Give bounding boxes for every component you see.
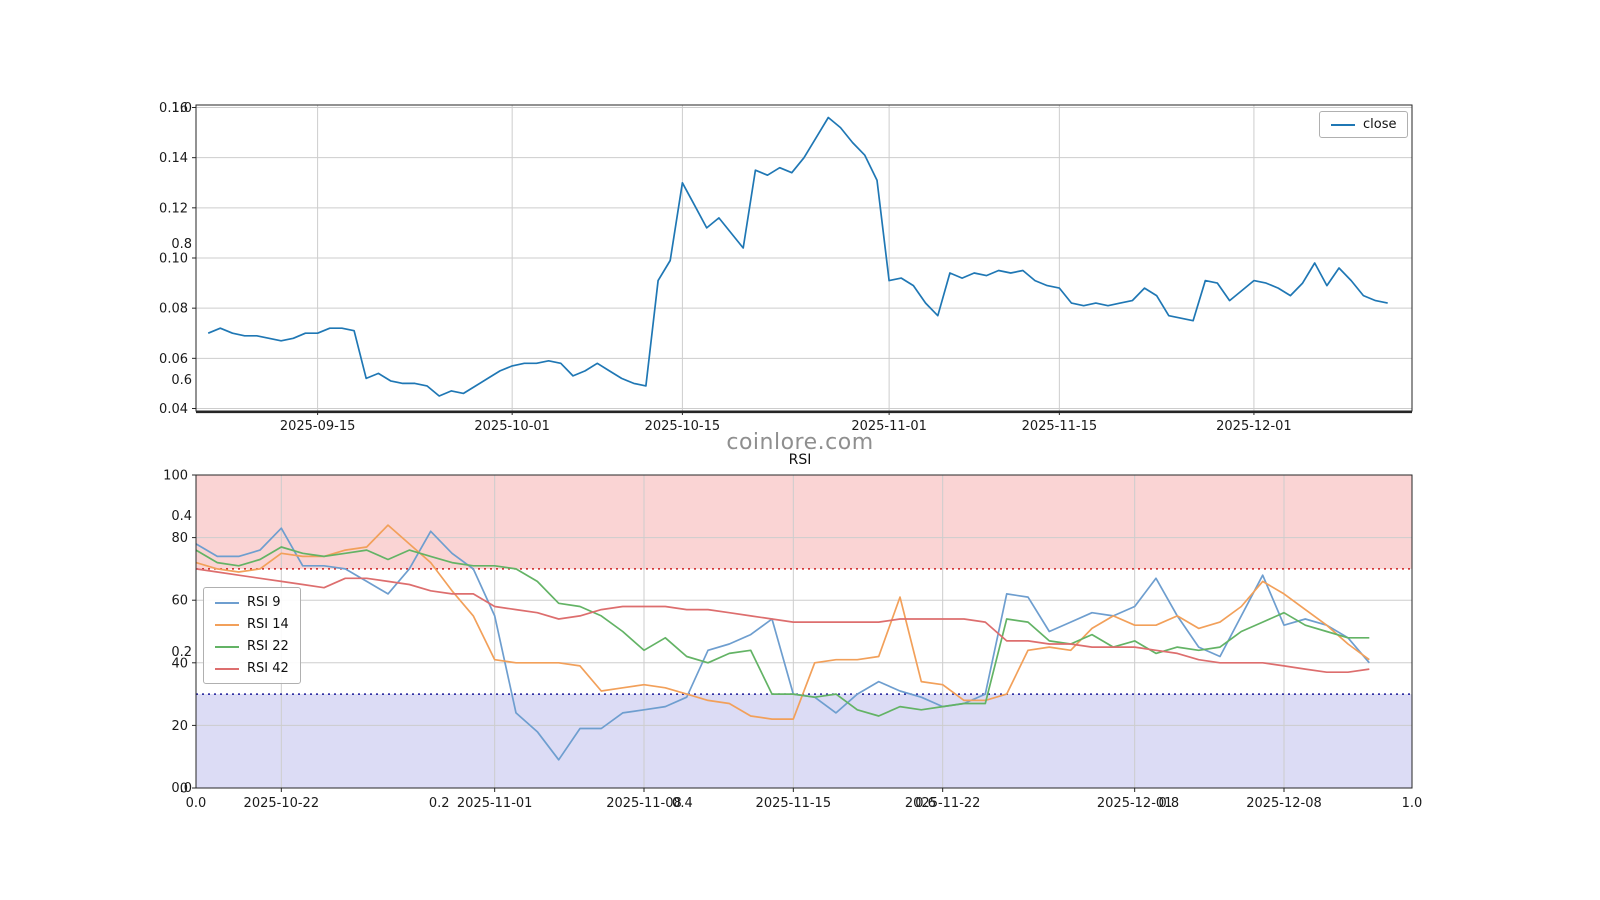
legend-label-rsi22: RSI 22 [247, 639, 289, 654]
rsi42-line-swatch [215, 667, 239, 670]
x-tick-label: 2025-11-15 [756, 796, 832, 811]
y-tick-label: 0.10 [159, 252, 188, 267]
series-line-rsi-42 [195, 568, 1370, 674]
twin-y-tick-label: 1.0 [171, 101, 192, 116]
x-tick-label: 2025-11-01 [457, 796, 533, 811]
y-tick-label: 0.16 [159, 101, 188, 116]
legend-item-rsi22: RSI 22 [215, 639, 289, 654]
y-tick-label: 0.06 [159, 352, 188, 367]
twin-x-tick-label: 1.0 [1402, 796, 1423, 811]
x-tick-label: 2025-12-01 [1097, 796, 1173, 811]
x-tick-label: 2025-09-15 [280, 419, 356, 434]
twin-x-tick-label: 0.8 [1158, 796, 1179, 811]
watermark: coinlore.com [726, 430, 874, 455]
twin-y-tick-label: 0.8 [171, 237, 192, 252]
series-line-rsi-14 [195, 524, 1370, 720]
y-tick-label: 0 [180, 782, 188, 797]
series-line-close [207, 116, 1388, 397]
legend-label-rsi14: RSI 14 [247, 617, 289, 632]
rsi22-line-swatch [215, 645, 239, 648]
x-tick-label: 2025-12-01 [1216, 419, 1292, 434]
twin-x-tick-label: 0.2 [429, 796, 450, 811]
legend-item-rsi42: RSI 42 [215, 661, 289, 676]
twin-x-tick-label: 0.4 [672, 796, 693, 811]
series-line-rsi-9 [195, 527, 1370, 761]
y-tick-label: 60 [171, 594, 188, 609]
x-tick-label: 2025-10-01 [474, 419, 550, 434]
rsi14-line-swatch [215, 623, 239, 626]
rsi9-line-swatch [215, 601, 239, 604]
x-tick-label: 2025-11-15 [1022, 419, 1098, 434]
y-tick-label: 20 [171, 719, 188, 734]
legend-close: close [1319, 111, 1409, 138]
close-line-swatch [1331, 123, 1355, 126]
legend-label-rsi42: RSI 42 [247, 661, 289, 676]
legend-label-close: close [1363, 117, 1397, 132]
x-tick-label: 2025-11-08 [606, 796, 682, 811]
x-tick-label: 2025-10-22 [244, 796, 320, 811]
x-tick-label: 2025-11-01 [851, 419, 927, 434]
overbought-band [196, 475, 1412, 569]
x-tick-label: 2025-12-08 [1246, 796, 1322, 811]
legend-rsi: RSI 9 RSI 14 RSI 22 RSI 42 [203, 587, 301, 684]
twin-x-tick-label: 0.0 [186, 796, 207, 811]
x-tick-label: 2025-11-22 [905, 796, 981, 811]
legend-label-rsi9: RSI 9 [247, 595, 281, 610]
y-tick-label: 0.14 [159, 151, 188, 166]
twin-y-tick-label: 0.0 [171, 781, 192, 796]
panel-border [195, 474, 1413, 789]
y-tick-label: 0.04 [159, 402, 188, 417]
y-tick-label: 80 [171, 531, 188, 546]
legend-item-rsi14: RSI 14 [215, 617, 289, 632]
oversold-band [196, 694, 1412, 788]
x-tick-label: 2025-10-15 [645, 419, 721, 434]
twin-y-tick-label: 0.6 [171, 373, 192, 388]
series-line-rsi-22 [195, 546, 1370, 717]
y-tick-label: 0.08 [159, 302, 188, 317]
rsi-panel-title: RSI [788, 452, 812, 468]
twin-y-tick-label: 0.2 [171, 645, 192, 660]
legend-item-rsi9: RSI 9 [215, 595, 289, 610]
twin-x-tick-label: 0.6 [915, 796, 936, 811]
twin-y-tick-label: 0.4 [171, 509, 192, 524]
y-tick-label: 100 [163, 469, 188, 484]
y-tick-label: 0.12 [159, 201, 188, 216]
y-tick-label: 40 [171, 656, 188, 671]
